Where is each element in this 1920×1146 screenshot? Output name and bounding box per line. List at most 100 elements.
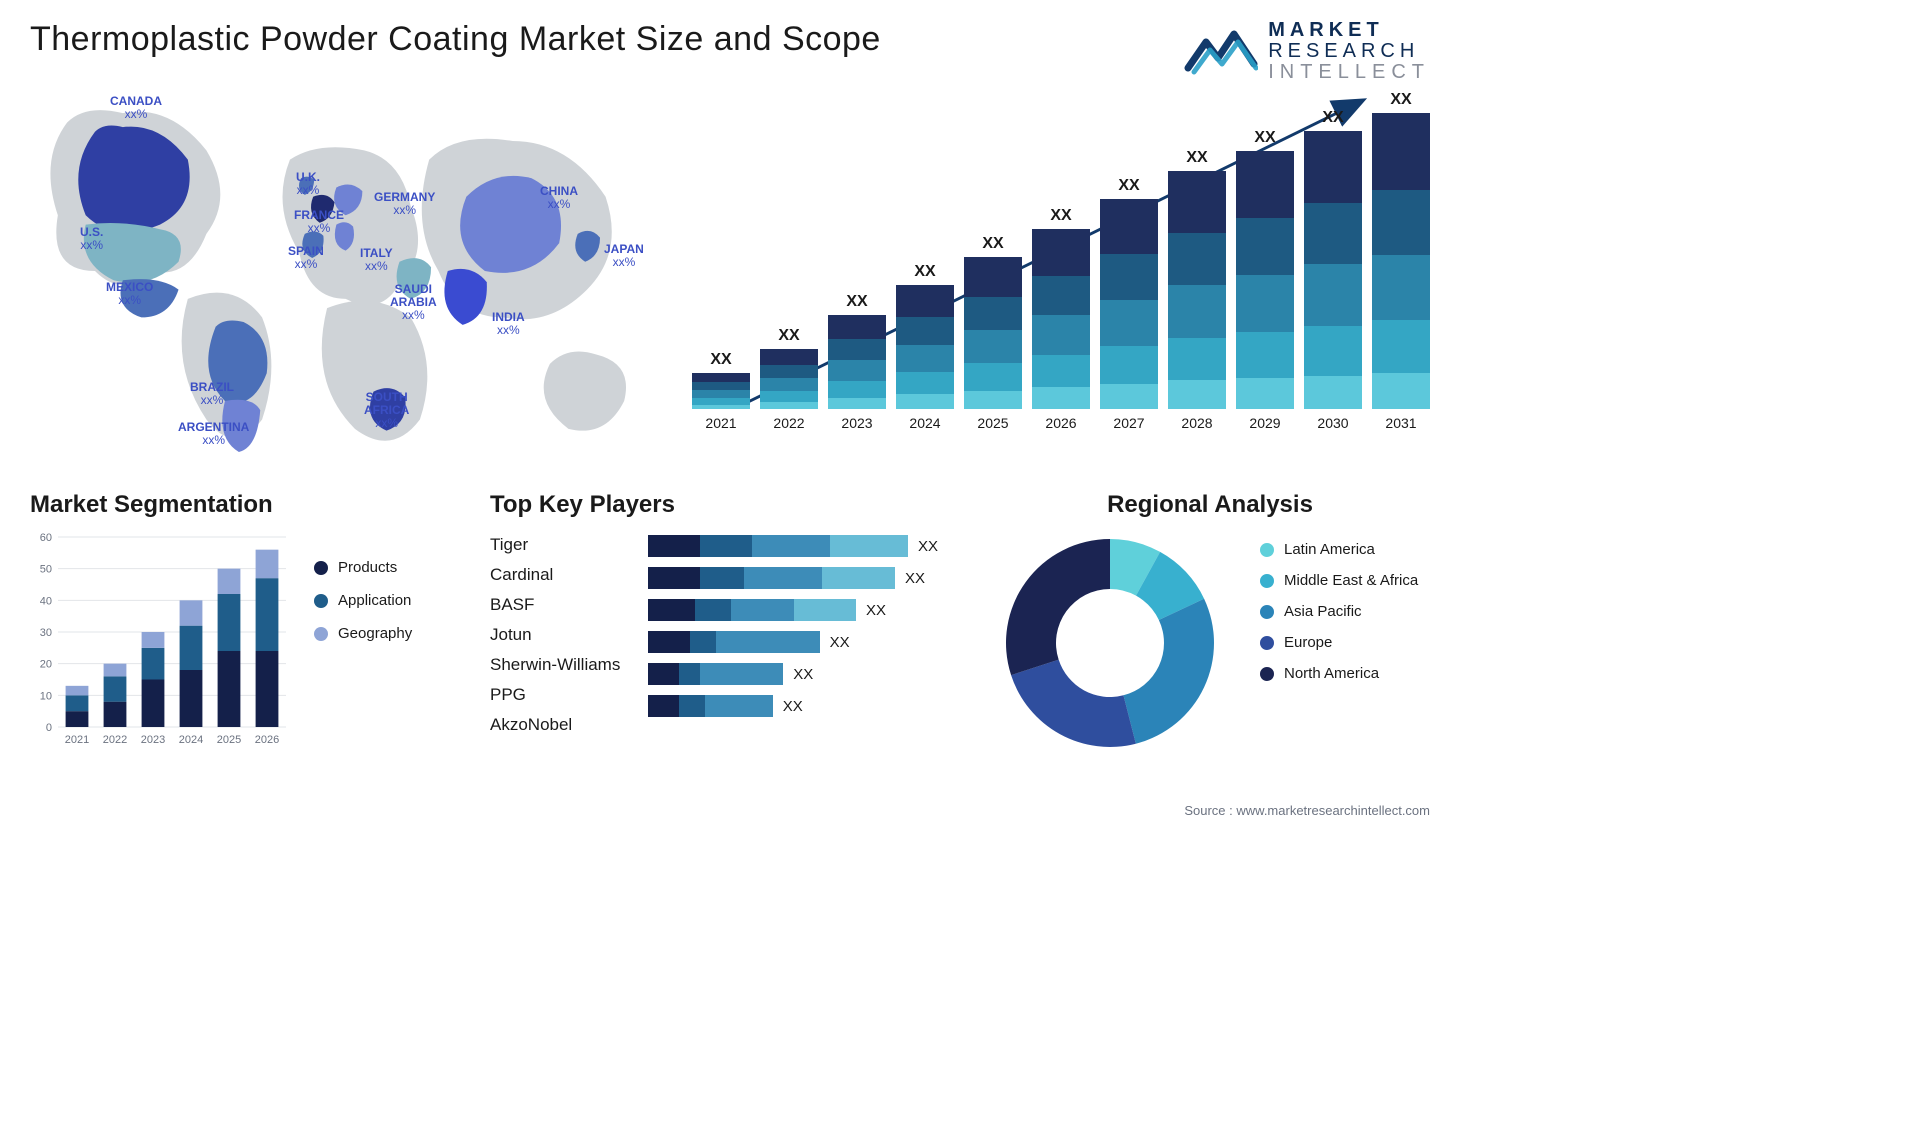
- key-player-bar: XX: [648, 631, 950, 653]
- svg-text:60: 60: [40, 532, 52, 544]
- growth-bar-value: XX: [1254, 129, 1275, 147]
- growth-bar: XX 2031: [1372, 91, 1430, 431]
- growth-bar: XX 2028: [1168, 149, 1226, 431]
- key-player-bar: XX: [648, 695, 950, 717]
- legend-item: Middle East & Africa: [1260, 572, 1418, 589]
- growth-bar: XX 2030: [1304, 109, 1362, 431]
- growth-bar-value: XX: [1390, 91, 1411, 109]
- growth-bar-year: 2022: [773, 415, 804, 431]
- key-player-bar: XX: [648, 663, 950, 685]
- key-player-value: XX: [783, 698, 803, 715]
- segmentation-panel: Market Segmentation 01020304050602021202…: [30, 491, 460, 751]
- map-label: GERMANYxx%: [374, 191, 435, 217]
- svg-text:20: 20: [40, 659, 52, 671]
- legend-swatch-icon: [314, 561, 328, 575]
- legend-label: Latin America: [1284, 541, 1375, 558]
- legend-label: Application: [338, 592, 411, 609]
- key-player-value: XX: [905, 570, 925, 587]
- segmentation-title: Market Segmentation: [30, 491, 460, 519]
- map-label: ITALYxx%: [360, 247, 393, 273]
- map-label: CHINAxx%: [540, 185, 578, 211]
- map-label: BRAZILxx%: [190, 381, 234, 407]
- key-player-value: XX: [793, 666, 813, 683]
- growth-bar-value: XX: [778, 327, 799, 345]
- legend-item: Europe: [1260, 634, 1418, 651]
- svg-text:50: 50: [40, 564, 52, 576]
- legend-item: Asia Pacific: [1260, 603, 1418, 620]
- map-label: JAPANxx%: [604, 243, 644, 269]
- legend-label: Europe: [1284, 634, 1332, 651]
- legend-item: Geography: [314, 625, 412, 642]
- svg-text:2021: 2021: [65, 734, 89, 746]
- growth-bar-year: 2025: [977, 415, 1008, 431]
- growth-bar-value: XX: [1322, 109, 1343, 127]
- key-player-bar: XX: [648, 567, 950, 589]
- growth-bar-value: XX: [846, 293, 867, 311]
- growth-bar: XX 2029: [1236, 129, 1294, 431]
- growth-bar-year: 2024: [909, 415, 940, 431]
- growth-bar-year: 2028: [1181, 415, 1212, 431]
- map-label: CANADAxx%: [110, 95, 162, 121]
- key-player-name: BASF: [490, 595, 630, 615]
- legend-swatch-icon: [1260, 605, 1274, 619]
- growth-bar-year: 2029: [1249, 415, 1280, 431]
- legend-item: Latin America: [1260, 541, 1418, 558]
- legend-label: Products: [338, 559, 397, 576]
- key-players-panel: Top Key Players TigerCardinalBASFJotunSh…: [490, 491, 960, 751]
- map-label: SOUTHAFRICAxx%: [364, 391, 409, 431]
- source-text: Source : www.marketresearchintellect.com: [1184, 803, 1430, 818]
- legend-swatch-icon: [1260, 543, 1274, 557]
- legend-swatch-icon: [1260, 667, 1274, 681]
- growth-bar: XX 2026: [1032, 207, 1090, 431]
- key-player-value: XX: [830, 634, 850, 651]
- regional-legend: Latin America Middle East & Africa Asia Pa…: [1260, 531, 1418, 751]
- logo-text-2: RESEARCH: [1268, 41, 1430, 62]
- legend-label: Asia Pacific: [1284, 603, 1362, 620]
- growth-bar-year: 2027: [1113, 415, 1144, 431]
- key-players-names: TigerCardinalBASFJotunSherwin-WilliamsPP…: [490, 531, 630, 735]
- world-map: CANADAxx% U.S.xx% MEXICOxx% BRAZILxx% ARGENT…: [30, 71, 652, 471]
- growth-bar-year: 2030: [1317, 415, 1348, 431]
- legend-swatch-icon: [1260, 574, 1274, 588]
- map-label: U.S.xx%: [80, 226, 103, 252]
- svg-text:2026: 2026: [255, 734, 279, 746]
- svg-text:2025: 2025: [217, 734, 241, 746]
- key-player-bar: XX: [648, 535, 950, 557]
- key-player-value: XX: [918, 538, 938, 555]
- growth-bar-year: 2026: [1045, 415, 1076, 431]
- growth-bar-value: XX: [1118, 177, 1139, 195]
- map-label: INDIAxx%: [492, 311, 525, 337]
- legend-item: Application: [314, 592, 412, 609]
- growth-bar: XX 2025: [964, 235, 1022, 431]
- map-label: SAUDIARABIAxx%: [390, 283, 437, 323]
- growth-bar: XX 2023: [828, 293, 886, 431]
- key-player-name: Jotun: [490, 625, 630, 645]
- growth-bar-year: 2023: [841, 415, 872, 431]
- growth-bar-year: 2031: [1385, 415, 1416, 431]
- map-label: MEXICOxx%: [106, 281, 153, 307]
- growth-bar-value: XX: [1050, 207, 1071, 225]
- growth-bar-value: XX: [1186, 149, 1207, 167]
- key-players-title: Top Key Players: [490, 491, 960, 519]
- svg-text:0: 0: [46, 722, 52, 734]
- growth-bar-value: XX: [710, 351, 731, 369]
- legend-item: North America: [1260, 665, 1418, 682]
- key-player-name: Tiger: [490, 535, 630, 555]
- growth-bar: XX2021: [692, 351, 750, 431]
- key-player-value: XX: [866, 602, 886, 619]
- growth-bar-value: XX: [914, 263, 935, 281]
- legend-swatch-icon: [1260, 636, 1274, 650]
- legend-item: Products: [314, 559, 412, 576]
- key-player-name: PPG: [490, 685, 630, 705]
- map-label: ARGENTINAxx%: [178, 421, 249, 447]
- map-label: U.K.xx%: [296, 171, 320, 197]
- key-player-name: Cardinal: [490, 565, 630, 585]
- map-label: FRANCExx%: [294, 209, 344, 235]
- logo-text-1: MARKET: [1268, 20, 1430, 41]
- growth-bar: XX 2027: [1100, 177, 1158, 431]
- growth-bar-value: XX: [982, 235, 1003, 253]
- legend-label: Middle East & Africa: [1284, 572, 1418, 589]
- svg-text:40: 40: [40, 595, 52, 607]
- key-players-bars: XX XX XX XX XX XX: [648, 531, 950, 735]
- growth-bar-chart: XX2021XX2022XX2023XX2024XX2025XX2026XX20…: [692, 71, 1430, 471]
